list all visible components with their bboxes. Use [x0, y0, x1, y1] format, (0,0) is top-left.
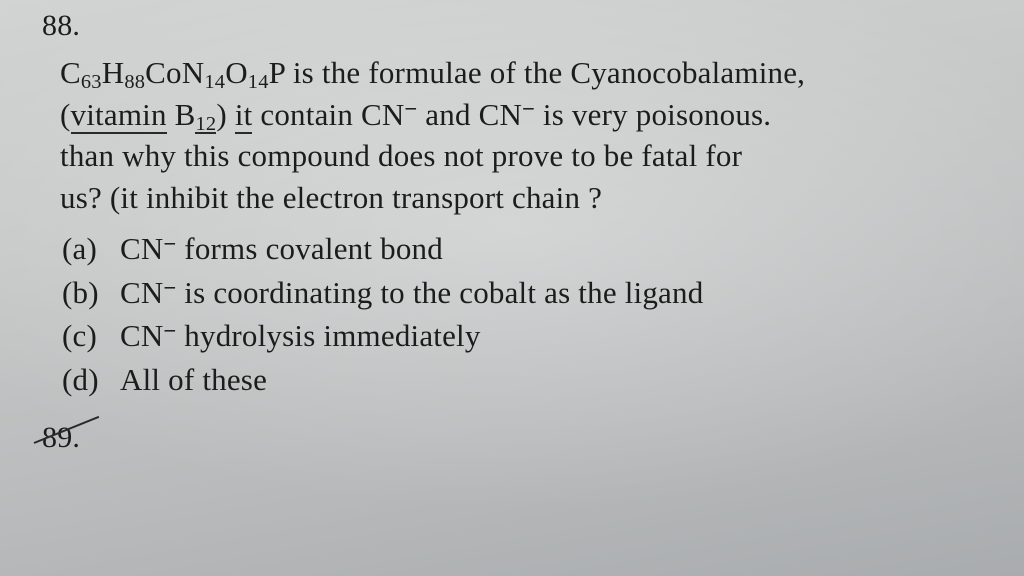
option-label: (c) [62, 315, 106, 357]
underline-it: it [235, 97, 253, 134]
cn-sup-1: − [404, 97, 417, 121]
option-a-pre: CN [120, 231, 163, 266]
cn-sup-2: − [522, 97, 535, 121]
sub-n: 14 [204, 71, 225, 93]
question-number-bottom: 89. [42, 418, 80, 458]
option-b: (b) CN− is coordinating to the cobalt as… [62, 272, 980, 314]
option-a-post: forms covalent bond [176, 231, 443, 266]
page: 88. C63H88CoN14O14P is the formulae of t… [0, 0, 1024, 459]
sub-h: 88 [124, 71, 145, 93]
option-text: CN− hydrolysis immediately [120, 315, 481, 357]
option-c-pre: CN [120, 318, 163, 353]
cn-sup-a: − [163, 232, 176, 256]
option-text: All of these [120, 359, 267, 401]
option-c-post: hydrolysis immediately [176, 318, 480, 353]
option-text: CN− forms covalent bond [120, 228, 443, 270]
option-c: (c) CN− hydrolysis immediately [62, 315, 980, 357]
option-label: (a) [62, 228, 106, 270]
stem-line1-rest: is the formulae of the Cyanocobalamine, [285, 55, 805, 90]
option-b-post: is coordinating to the cobalt as the lig… [176, 275, 703, 310]
option-label: (b) [62, 272, 106, 314]
sub-o: 14 [248, 71, 269, 93]
underline-b12: 12 [195, 97, 216, 134]
option-label: (d) [62, 359, 106, 401]
options-list: (a) CN− forms covalent bond (b) CN− is c… [60, 228, 980, 400]
option-a: (a) CN− forms covalent bond [62, 228, 980, 270]
question-stem: C63H88CoN14O14P is the formulae of the C… [60, 52, 980, 218]
stem-and: and CN [417, 97, 522, 132]
option-b-pre: CN [120, 275, 163, 310]
stem-line2-tail: is very poisonous. [535, 97, 771, 132]
stem-line4: us? (it inhibit the electron transport c… [60, 180, 602, 215]
underline-vitamin: vitamin [71, 97, 167, 134]
sub-b12: 12 [195, 113, 216, 135]
molecular-formula: C63H88CoN14O14P [60, 55, 285, 90]
sub-c: 63 [81, 71, 102, 93]
cn-sup-b: − [163, 276, 176, 300]
question-number-top: 88. [42, 6, 980, 46]
option-text: CN− is coordinating to the cobalt as the… [120, 272, 703, 314]
stem-line3: than why this compound does not prove to… [60, 138, 742, 173]
cn-sup-c: − [163, 319, 176, 343]
option-d: (d) All of these [62, 359, 980, 401]
